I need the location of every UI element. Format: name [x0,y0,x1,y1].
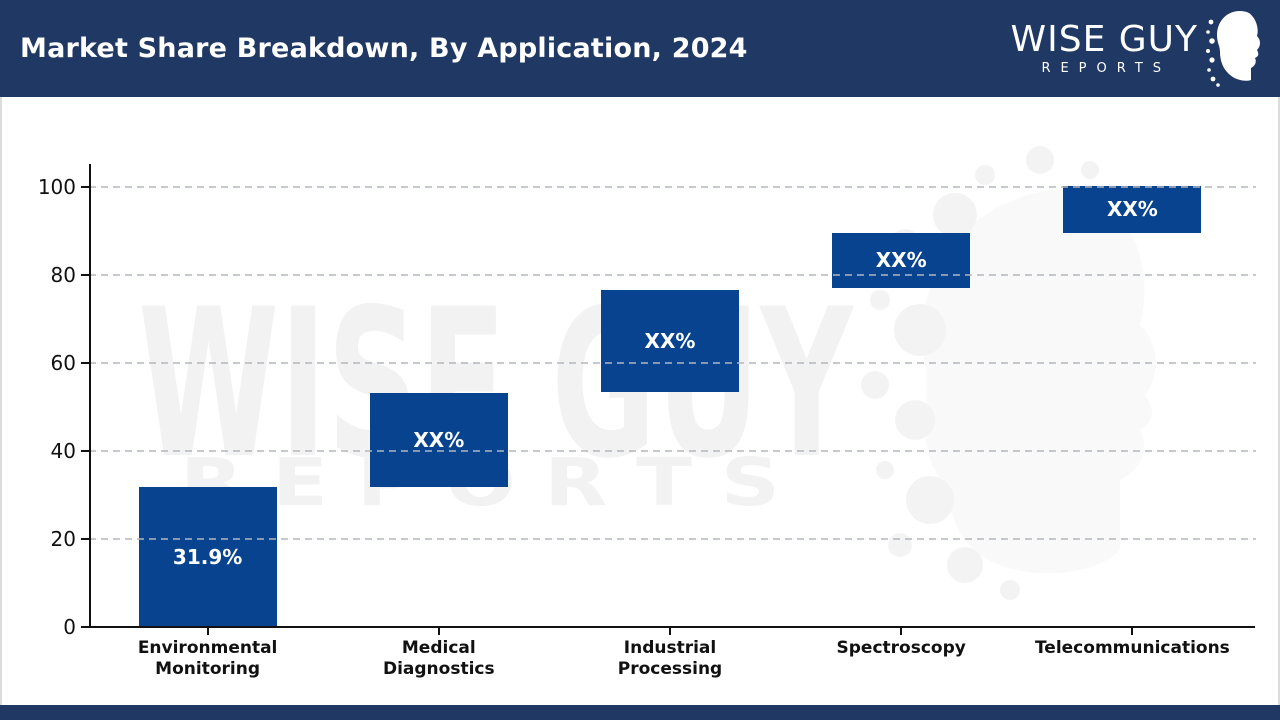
y-axis-tick-label: 40 [50,439,76,463]
brand-logo-text: WISE GUY REPORTS [1010,19,1199,76]
gridline-20 [89,538,1256,540]
y-axis-tick-mark [81,274,89,276]
bar-segment [1063,185,1202,233]
x-axis-tick-mark [900,627,903,635]
brand-name: WISE GUY [1010,19,1198,60]
x-axis-tick-mark [206,627,209,635]
x-axis-category-label: Spectroscopy [836,638,966,658]
y-axis-tick-mark [81,626,89,628]
brand-face-icon [1206,10,1260,87]
y-axis-line [89,164,91,628]
brand-logo: WISE GUY REPORTS [1011,8,1267,90]
x-axis-tick-mark [437,627,440,635]
footer-bar [0,705,1280,720]
x-axis-line [88,626,1255,628]
y-axis-tick-label: 0 [63,615,76,639]
bar-value-label: XX% [1106,197,1158,222]
header-bar: Market Share Breakdown, By Application, … [0,0,1280,97]
y-axis-tick-label: 20 [50,527,76,551]
x-axis-tick-mark [1131,627,1134,635]
x-axis-category-label: Telecommunications [1034,638,1230,658]
bar-value-label: 31.9% [172,544,243,569]
x-axis-tick-mark [669,627,671,635]
gridline-80 [89,274,1256,276]
bar-value-label: XX% [875,248,927,273]
page-title: Market Share Breakdown, By Application, … [20,33,748,64]
bar-segment [601,289,739,393]
brand-subname: REPORTS [1041,61,1172,76]
x-axis-category-label: Medical Diagnostics [382,638,495,679]
y-axis-tick-label: 100 [37,175,76,199]
x-axis-category-label: Environmental Monitoring [137,638,278,679]
y-axis-tick-mark [81,186,89,188]
y-axis-tick-label: 60 [50,351,76,375]
bar-segment [138,486,277,627]
x-axis-category-label: Industrial Processing [617,638,723,679]
y-axis-tick-label: 80 [50,263,76,287]
gridline-40 [89,450,1256,452]
chart-panel-frame [0,97,1280,705]
gridline-100 [89,186,1256,188]
y-axis-tick-mark [81,538,89,540]
gridline-60 [89,362,1256,364]
y-axis-tick-mark [81,362,89,364]
bar-value-label: XX% [644,329,696,353]
bar-value-label: XX% [413,427,465,452]
bar-segment [369,392,508,487]
y-axis-tick-mark [81,450,89,452]
